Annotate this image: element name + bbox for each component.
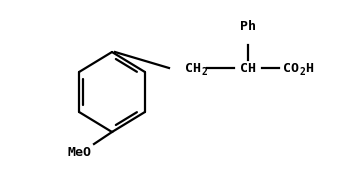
Text: CH: CH xyxy=(185,62,201,75)
Text: H: H xyxy=(305,62,313,75)
Text: 2: 2 xyxy=(201,67,207,77)
Text: CH: CH xyxy=(240,62,256,75)
Text: Ph: Ph xyxy=(240,20,256,33)
Text: 2: 2 xyxy=(299,67,305,77)
Text: CO: CO xyxy=(283,62,299,75)
Text: MeO: MeO xyxy=(68,146,92,159)
